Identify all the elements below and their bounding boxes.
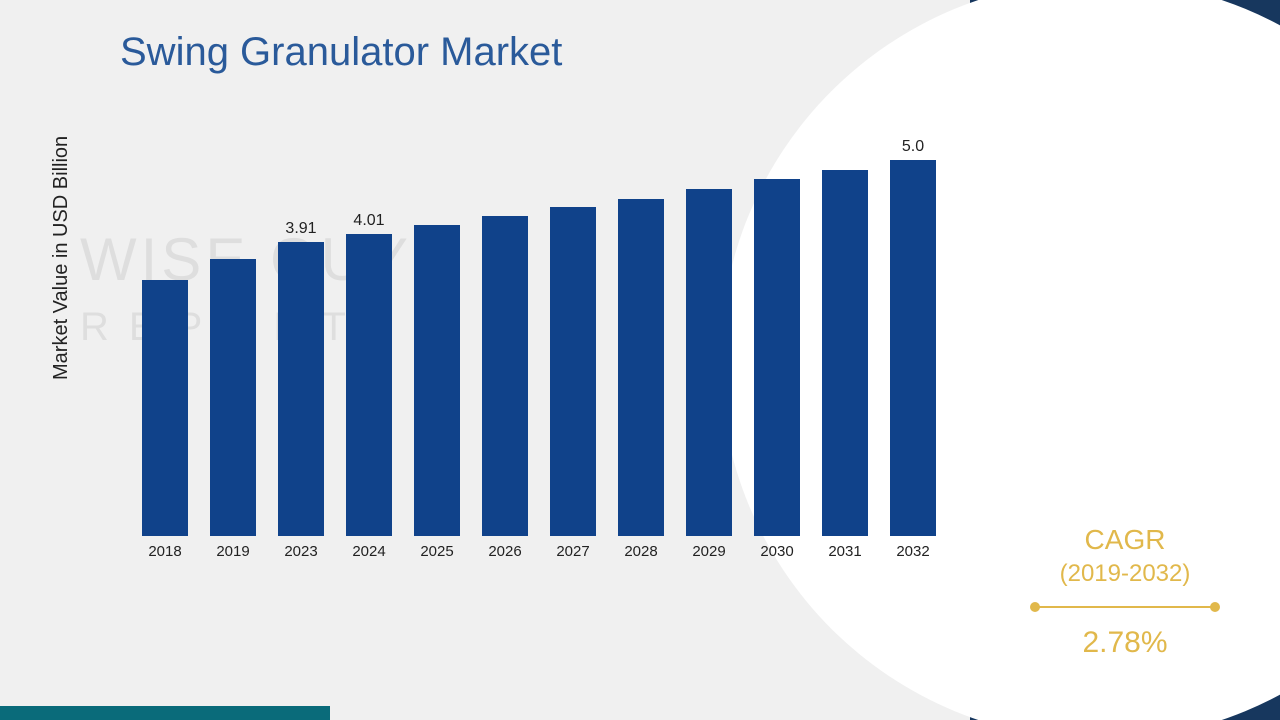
bar-rect	[414, 225, 460, 536]
chart-title: Swing Granulator Market	[120, 30, 562, 75]
bar	[482, 216, 528, 536]
x-category: 2032	[883, 543, 943, 560]
cagr-block: CAGR (2019-2032) 2.78%	[1020, 524, 1230, 660]
bar-value-label: 5.0	[890, 138, 936, 156]
x-category: 2024	[339, 543, 399, 560]
footer-accent	[0, 706, 330, 720]
bar-rect	[142, 280, 188, 536]
bar-rect	[482, 216, 528, 536]
bar-rect	[346, 234, 392, 536]
bar-rect	[822, 170, 868, 536]
x-category: 2019	[203, 543, 263, 560]
brand-logo: WISE GUY R E P O R T S	[983, 20, 1190, 79]
x-category: 2031	[815, 543, 875, 560]
bar: 4.01	[346, 234, 392, 536]
bar	[414, 225, 460, 536]
bar-rect	[618, 199, 664, 536]
cagr-value: 2.78%	[1020, 626, 1230, 660]
bar	[822, 170, 868, 536]
x-category: 2027	[543, 543, 603, 560]
x-category: 2026	[475, 543, 535, 560]
bars-container: 201820193.9120234.0120242025202620272028…	[142, 160, 952, 560]
bar-rect	[686, 189, 732, 536]
report-slide: WISE GUY REPORTS Swing Granulator Market…	[0, 0, 1280, 720]
bar: 5.0	[890, 160, 936, 536]
bar	[142, 280, 188, 536]
x-category: 2030	[747, 543, 807, 560]
bar-rect	[890, 160, 936, 536]
bar	[754, 179, 800, 536]
cagr-divider	[1035, 606, 1215, 608]
bar	[210, 259, 256, 536]
bar-rect	[210, 259, 256, 536]
brand-subtitle: R E P O R T S	[983, 61, 1190, 79]
bar	[618, 199, 664, 536]
cagr-range: (2019-2032)	[1020, 560, 1230, 588]
cagr-title: CAGR	[1020, 524, 1230, 556]
bar	[550, 207, 596, 536]
x-category: 2029	[679, 543, 739, 560]
bar	[686, 189, 732, 536]
bar-chart: 2018 2019 3.91 2023 4.01 2024 2025 2026 2027 2028…	[60, 160, 900, 600]
brand-head-icon	[1202, 18, 1272, 98]
x-category: 2025	[407, 543, 467, 560]
x-category: 2028	[611, 543, 671, 560]
bar: 3.91	[278, 242, 324, 536]
x-category: 2018	[135, 543, 195, 560]
bar-rect	[550, 207, 596, 536]
bar-value-label: 3.91	[278, 220, 324, 238]
bar-rect	[754, 179, 800, 536]
x-category: 2023	[271, 543, 331, 560]
bar-value-label: 4.01	[346, 212, 392, 230]
bar-rect	[278, 242, 324, 536]
brand-name: WISE GUY	[983, 20, 1190, 59]
